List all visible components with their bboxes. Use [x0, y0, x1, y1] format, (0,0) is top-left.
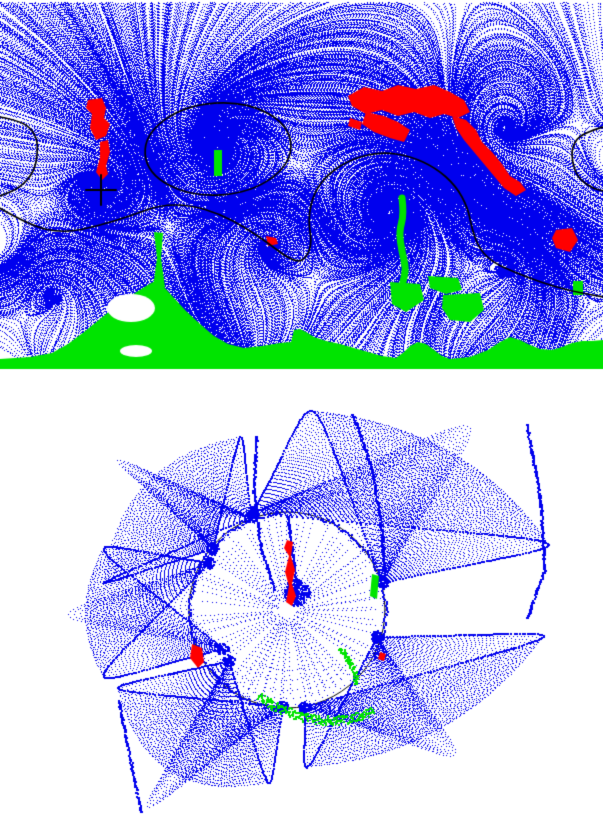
- figure-canvas: [0, 0, 603, 825]
- scientific-figure-page: [0, 0, 603, 825]
